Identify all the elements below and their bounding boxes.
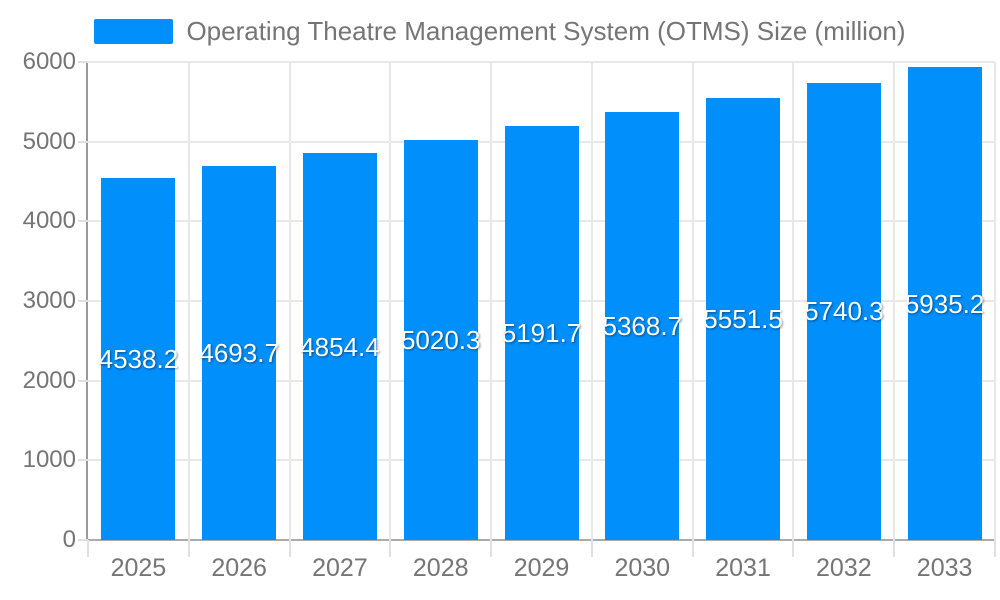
x-axis-tick-label: 2032 (816, 554, 872, 582)
bar-value-label: 5191.7 (501, 318, 582, 349)
bar[interactable] (706, 97, 781, 540)
x-axis-tick (87, 540, 89, 557)
grid-line-vertical (187, 62, 190, 540)
x-axis-tick (994, 540, 996, 557)
x-axis-tick-label: 2025 (110, 554, 167, 582)
y-axis-tick (78, 539, 88, 541)
bar-value-label: 5368.7 (602, 311, 683, 342)
grid-line-vertical (893, 62, 896, 540)
x-axis-tick (792, 540, 795, 557)
legend-swatch (94, 19, 174, 44)
x-axis-tick-label: 2031 (715, 554, 771, 582)
legend-series-label: Operating Theatre Management System (OTM… (186, 16, 906, 46)
grid-line-vertical (994, 62, 996, 540)
plot-area: 4538.2 4693.7 4854.4 5020.3 5191.7 5368.7 5551… (88, 61, 996, 540)
bar[interactable] (202, 166, 277, 540)
y-axis-tick-label: 4000 (22, 207, 76, 235)
grid-line-vertical (792, 62, 795, 540)
x-axis-tick (490, 540, 493, 557)
bar[interactable] (806, 82, 881, 540)
y-axis-tick (78, 379, 88, 382)
bar-value-label: 4538.2 (98, 344, 179, 375)
x-axis-tick-label: 2030 (614, 554, 671, 582)
x-axis-tick-label: 2027 (312, 554, 368, 582)
bar-value-label: 5740.3 (804, 296, 884, 327)
x-axis-tick-label: 2026 (211, 554, 267, 582)
grid-line-vertical (389, 62, 392, 540)
y-axis-tick (78, 140, 88, 143)
x-axis-line (88, 539, 995, 541)
y-axis-tick-label: 0 (62, 526, 76, 553)
grid-line-vertical (490, 62, 493, 540)
x-axis-tick (893, 540, 896, 557)
bar[interactable] (605, 112, 680, 540)
y-axis-tick (78, 459, 88, 462)
grid-line-vertical (288, 62, 291, 540)
x-axis-tick-label: 2033 (916, 554, 973, 582)
y-axis-tick (78, 61, 88, 63)
bar-value-label: 5551.5 (703, 303, 783, 334)
x-axis-tick-label: 2029 (513, 554, 570, 582)
grid-line-vertical (590, 62, 593, 540)
chart-legend[interactable]: Operating Theatre Management System (OTM… (0, 14, 1000, 49)
y-axis-tick-label: 6000 (22, 48, 76, 75)
y-axis-tick (78, 220, 88, 223)
bar[interactable] (403, 140, 478, 540)
x-axis-tick (691, 540, 694, 557)
x-axis-tick-label: 2028 (412, 554, 469, 582)
grid-line-horizontal (88, 61, 995, 63)
bar-value-label: 5020.3 (400, 325, 481, 356)
bar[interactable] (101, 178, 176, 540)
bar-value-label: 5935.2 (904, 288, 985, 319)
x-axis-tick (389, 540, 392, 557)
grid-line-vertical (691, 62, 694, 540)
y-axis-tick (78, 300, 88, 302)
y-axis-tick-label: 1000 (22, 446, 76, 474)
bar[interactable] (504, 126, 579, 540)
bar[interactable] (907, 67, 982, 540)
bar-value-label: 4693.7 (199, 338, 279, 369)
y-axis-tick-label: 5000 (22, 127, 76, 155)
x-axis-tick (590, 540, 593, 557)
x-axis-tick (288, 540, 291, 557)
y-axis-tick-label: 3000 (22, 287, 76, 314)
bar[interactable] (302, 153, 377, 540)
x-axis-tick (187, 540, 190, 557)
y-axis-tick-label: 2000 (22, 366, 76, 394)
bar-value-label: 4854.4 (300, 331, 380, 362)
